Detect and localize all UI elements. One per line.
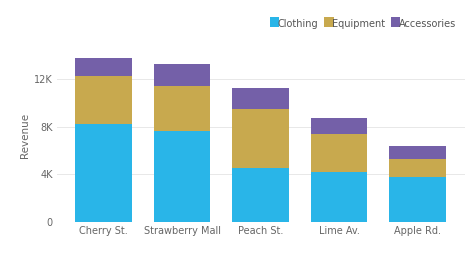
Bar [232,109,289,168]
Bar [311,118,367,134]
Bar [311,134,367,172]
Legend: Clothing, Equipment, Accessories: Clothing, Equipment, Accessories [266,15,460,33]
Bar [311,172,367,222]
Bar [390,159,446,177]
Bar [232,168,289,222]
Y-axis label: Revenue: Revenue [20,113,30,158]
Bar [232,88,289,109]
Bar [154,131,210,222]
Bar [390,146,446,159]
Bar [154,86,210,131]
Bar [154,64,210,86]
Bar [75,124,132,222]
Bar [390,177,446,222]
Bar [75,76,132,124]
Bar [75,58,132,76]
